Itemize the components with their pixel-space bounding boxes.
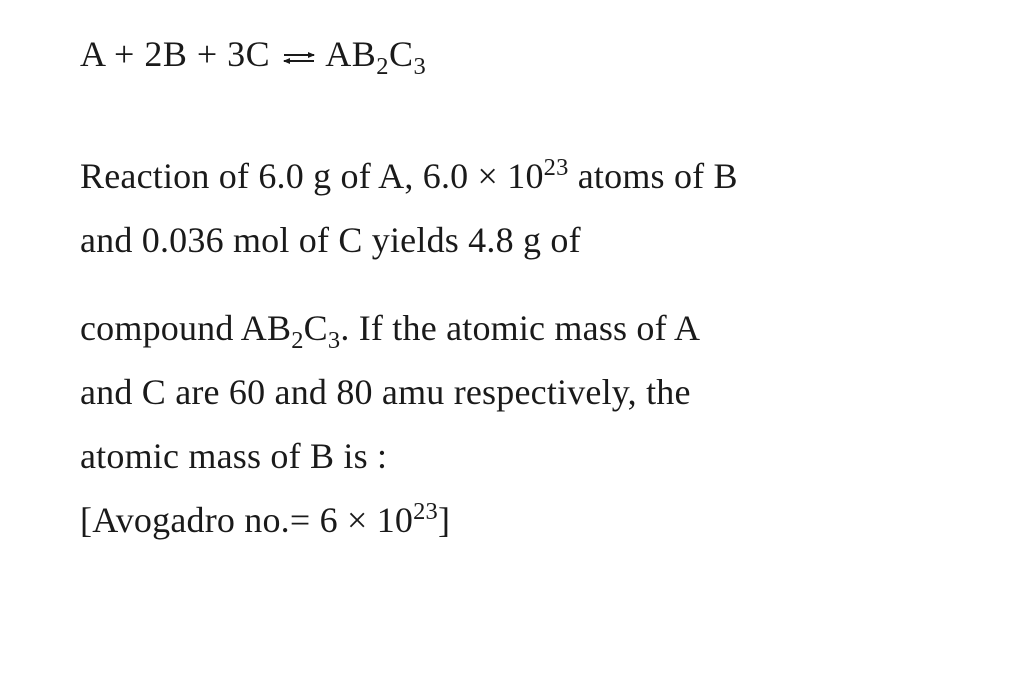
prod-a: A [325, 34, 352, 74]
eq-term-b: B [163, 34, 188, 74]
plus-1: + [105, 34, 145, 74]
l1-s2: 10 [498, 156, 544, 196]
l5-s1: atomic mass of B is : [80, 436, 387, 476]
l6-eq: = [290, 500, 320, 540]
prod-b-sub: 2 [376, 53, 389, 80]
l3-b-sub: 2 [291, 327, 303, 354]
text-line-2: and 0.036 mol of C yields 4.8 g of [80, 208, 980, 272]
l3-s2: . If the atomic mass of A [340, 308, 700, 348]
eq-term-a: A [80, 34, 105, 74]
eq-term-c: C [246, 34, 271, 74]
l6-six: 6 [320, 500, 347, 540]
l6-sp: 10 [368, 500, 414, 540]
l3-b: B [267, 308, 291, 348]
l1-s3: atoms of B [569, 156, 738, 196]
l4-s1: and C are 60 and 80 amu respectively, th… [80, 372, 691, 412]
plus-2: + [187, 34, 227, 74]
l6-s1: [Avogadro no. [80, 500, 290, 540]
l3-c-sub: 3 [328, 327, 340, 354]
coef-2: 2 [144, 34, 163, 74]
coef-3: 3 [227, 34, 246, 74]
l1-exp: 23 [544, 154, 569, 181]
l1-times: × [478, 156, 499, 196]
l6-times: × [347, 500, 368, 540]
equilibrium-arrow-icon [284, 48, 314, 68]
text-line-5: atomic mass of B is : [80, 424, 980, 488]
text-line-4: and C are 60 and 80 amu respectively, th… [80, 360, 980, 424]
text-line-6: [Avogadro no.= 6 × 1023] [80, 488, 980, 552]
l3-a: A [241, 308, 267, 348]
chemical-equation: A + 2B + 3C AB2C3 [80, 36, 980, 72]
text-line-3: compound AB2C3. If the atomic mass of A [80, 296, 980, 360]
l3-s1: compound [80, 308, 241, 348]
prod-b: B [352, 34, 377, 74]
text-line-1: Reaction of 6.0 g of A, 6.0 × 1023 atoms… [80, 144, 980, 208]
prod-c: C [389, 34, 414, 74]
l3-c: C [304, 308, 328, 348]
problem-text: Reaction of 6.0 g of A, 6.0 × 1023 atoms… [80, 144, 980, 552]
l6-s2: ] [438, 500, 450, 540]
l1-s1: Reaction of 6.0 g of A, 6.0 [80, 156, 478, 196]
l2-s1: and 0.036 mol of C yields 4.8 g of [80, 220, 581, 260]
problem-block: A + 2B + 3C AB2C3 Reaction of 6.0 g of A… [0, 0, 1024, 552]
prod-c-sub: 3 [413, 53, 426, 80]
l6-exp: 23 [413, 498, 438, 525]
